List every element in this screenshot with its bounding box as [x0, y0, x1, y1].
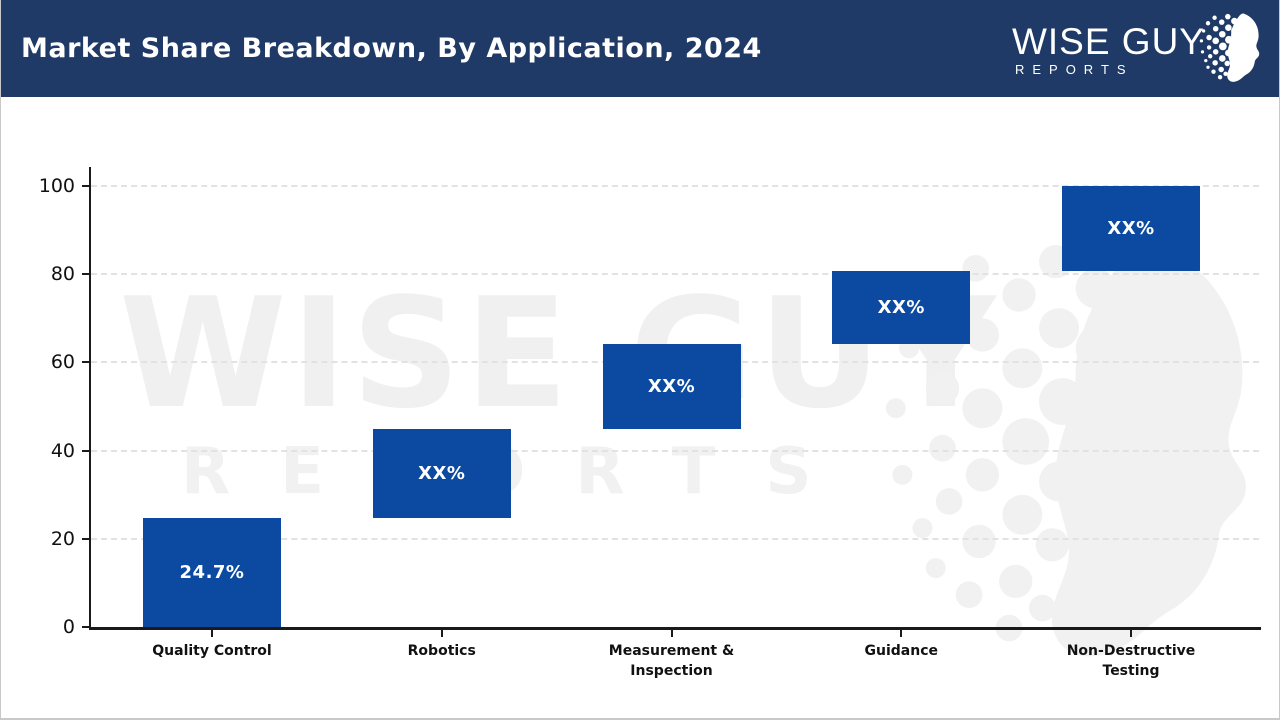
y-axis-tick	[82, 185, 89, 187]
gridline	[91, 273, 1259, 276]
x-category-label: Quality Control	[152, 643, 272, 659]
y-axis-tick	[82, 273, 89, 276]
x-category-label: Measurement & Inspection	[608, 643, 735, 680]
y-axis-line	[89, 167, 91, 629]
bar-value-label: XX%	[647, 375, 696, 397]
y-tick-label: 20	[50, 527, 75, 550]
x-axis-line	[89, 627, 1261, 630]
y-axis-tick	[82, 361, 89, 364]
bar-value-label: XX%	[877, 296, 925, 318]
dotted-head-logo-icon	[1197, 12, 1263, 88]
brand-subtitle: REPORTS	[1014, 61, 1134, 77]
x-axis-tick	[900, 630, 903, 637]
x-axis-tick	[1130, 630, 1132, 637]
x-category-label: Non-Destructive Testing	[1066, 643, 1196, 680]
y-tick-label: 60	[50, 351, 75, 374]
x-category-label: Robotics	[407, 643, 476, 659]
y-tick-label: 80	[50, 263, 75, 286]
y-axis-tick	[82, 449, 89, 452]
x-axis-tick	[211, 630, 213, 637]
bar-value-label: XX%	[1107, 217, 1155, 239]
x-axis-tick	[440, 630, 443, 637]
x-axis-tick	[670, 630, 673, 637]
bar-value-label: XX%	[418, 462, 466, 484]
bar: XX%	[372, 428, 511, 519]
y-axis-tick	[82, 537, 89, 540]
gridline	[91, 449, 1259, 452]
bar: 24.7%	[143, 518, 281, 627]
brand-logo: WISE GUY REPORTS	[1012, 12, 1263, 88]
brand-name: WISE GUY	[1011, 21, 1205, 63]
bar: XX%	[602, 343, 741, 429]
bar: XX%	[1062, 186, 1200, 271]
bar: XX%	[832, 270, 971, 344]
y-tick-label: 40	[50, 439, 75, 462]
gridline	[91, 185, 1259, 187]
bar-value-label: 24.7%	[179, 562, 245, 584]
gridline	[91, 537, 1259, 540]
page-title: Market Share Breakdown, By Application, …	[21, 33, 762, 64]
chart-area: WISE GUY REPORTS 0 20 40 60 80 100 24.7% Qualit…	[1, 97, 1279, 718]
header-band: Market Share Breakdown, By Application, …	[1, 0, 1279, 97]
brand-logo-text: WISE GUY REPORTS	[1011, 21, 1205, 77]
y-tick-label: 0	[62, 616, 75, 638]
watermark-brand-subtitle: REPORTS	[181, 435, 862, 509]
y-axis-tick	[82, 626, 89, 628]
y-tick-label: 100	[38, 175, 75, 197]
x-category-label: Guidance	[864, 643, 939, 659]
